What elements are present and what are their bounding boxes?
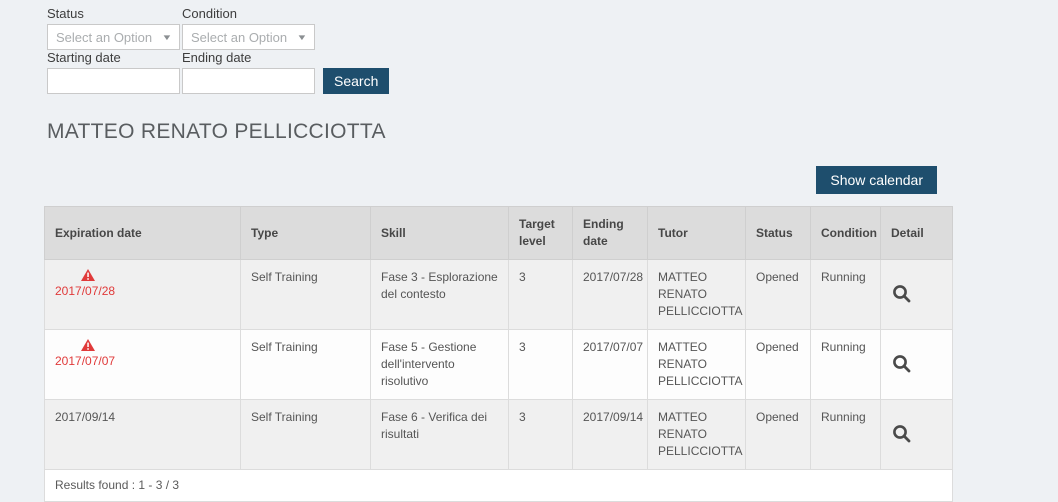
- cell-ending-date: 2017/07/28: [572, 259, 648, 330]
- chevron-down-icon: ▼: [296, 32, 308, 42]
- table-row: 2017/07/07 Self Training Fase 5 - Gestio…: [44, 329, 953, 400]
- search-button[interactable]: Search: [323, 68, 390, 94]
- cell-expiration-date: 2017/09/14: [44, 399, 241, 470]
- status-select-placeholder: Select an Option: [56, 29, 153, 45]
- col-ending-date: Ending date: [572, 206, 648, 260]
- cell-skill: Fase 3 - Esplorazione del contesto: [370, 259, 509, 330]
- magnifier-icon: [893, 355, 911, 373]
- col-skill: Skill: [370, 206, 509, 260]
- cell-tutor: MATTEO RENATO PELLICCIOTTA: [647, 399, 746, 470]
- cell-type: Self Training: [240, 259, 371, 330]
- cell-skill: Fase 6 - Verifica dei risultati: [370, 399, 509, 470]
- cell-ending-date: 2017/09/14: [572, 399, 648, 470]
- starting-date-label: Starting date: [47, 50, 121, 65]
- expiration-date-value: 2017/07/07: [55, 354, 116, 368]
- status-label: Status: [47, 6, 84, 21]
- page-title: MATTEO RENATO PELLICCIOTTA: [47, 120, 386, 143]
- col-tutor: Tutor: [647, 206, 746, 260]
- col-expiration-date: Expiration date: [44, 206, 241, 260]
- cell-status: Opened: [745, 259, 811, 330]
- ending-date-label: Ending date: [182, 50, 252, 65]
- cell-expiration-date: 2017/07/28: [44, 259, 241, 330]
- results-found-text: Results found : 1 - 3 / 3: [44, 469, 953, 502]
- cell-target-level: 3: [508, 399, 573, 470]
- table-header-row: Expiration date Type Skill Target level …: [44, 206, 953, 260]
- cell-type: Self Training: [240, 399, 371, 470]
- col-type: Type: [240, 206, 371, 260]
- ending-date-input[interactable]: [182, 68, 315, 94]
- cell-detail: [880, 259, 953, 330]
- condition-select[interactable]: Select an Option ▼: [182, 24, 315, 50]
- results-table: Expiration date Type Skill Target level …: [44, 206, 953, 502]
- cell-detail: [880, 399, 953, 470]
- table-row: 2017/07/28 Self Training Fase 3 - Esplor…: [44, 259, 953, 330]
- cell-tutor: MATTEO RENATO PELLICCIOTTA: [647, 329, 746, 400]
- expiration-date-value: 2017/09/14: [55, 410, 116, 424]
- col-detail: Detail: [880, 206, 953, 260]
- cell-condition: Running: [810, 329, 881, 400]
- expiration-date-value: 2017/07/28: [55, 284, 116, 298]
- detail-magnifier-button[interactable]: [891, 353, 913, 375]
- starting-date-input[interactable]: [47, 68, 180, 94]
- col-target-level: Target level: [508, 206, 573, 260]
- cell-ending-date: 2017/07/07: [572, 329, 648, 400]
- cell-detail: [880, 329, 953, 400]
- cell-condition: Running: [810, 399, 881, 470]
- col-condition: Condition: [810, 206, 881, 260]
- cell-tutor: MATTEO RENATO PELLICCIOTTA: [647, 259, 746, 330]
- cell-expiration-date: 2017/07/07: [44, 329, 241, 400]
- show-calendar-button[interactable]: Show calendar: [816, 166, 937, 194]
- cell-skill: Fase 5 - Gestione dell'intervento risolu…: [370, 329, 509, 400]
- col-status: Status: [745, 206, 811, 260]
- warning-triangle-icon: [81, 339, 95, 351]
- condition-label: Condition: [182, 6, 237, 21]
- calendar-bar: Show calendar: [44, 166, 952, 194]
- status-select[interactable]: Select an Option ▼: [47, 24, 180, 50]
- table-row: 2017/09/14 Self Training Fase 6 - Verifi…: [44, 399, 953, 470]
- cell-target-level: 3: [508, 329, 573, 400]
- magnifier-icon: [893, 285, 911, 303]
- cell-status: Opened: [745, 329, 811, 400]
- warning-triangle-icon: [81, 269, 95, 281]
- chevron-down-icon: ▼: [161, 32, 173, 42]
- detail-magnifier-button[interactable]: [891, 283, 913, 305]
- filter-form: Status Select an Option ▼ Condition Sele…: [0, 0, 1058, 94]
- cell-status: Opened: [745, 399, 811, 470]
- cell-target-level: 3: [508, 259, 573, 330]
- cell-condition: Running: [810, 259, 881, 330]
- condition-select-placeholder: Select an Option: [191, 29, 288, 45]
- table-footer-row: Results found : 1 - 3 / 3: [44, 469, 953, 502]
- detail-magnifier-button[interactable]: [891, 423, 913, 445]
- magnifier-icon: [893, 425, 911, 443]
- cell-type: Self Training: [240, 329, 371, 400]
